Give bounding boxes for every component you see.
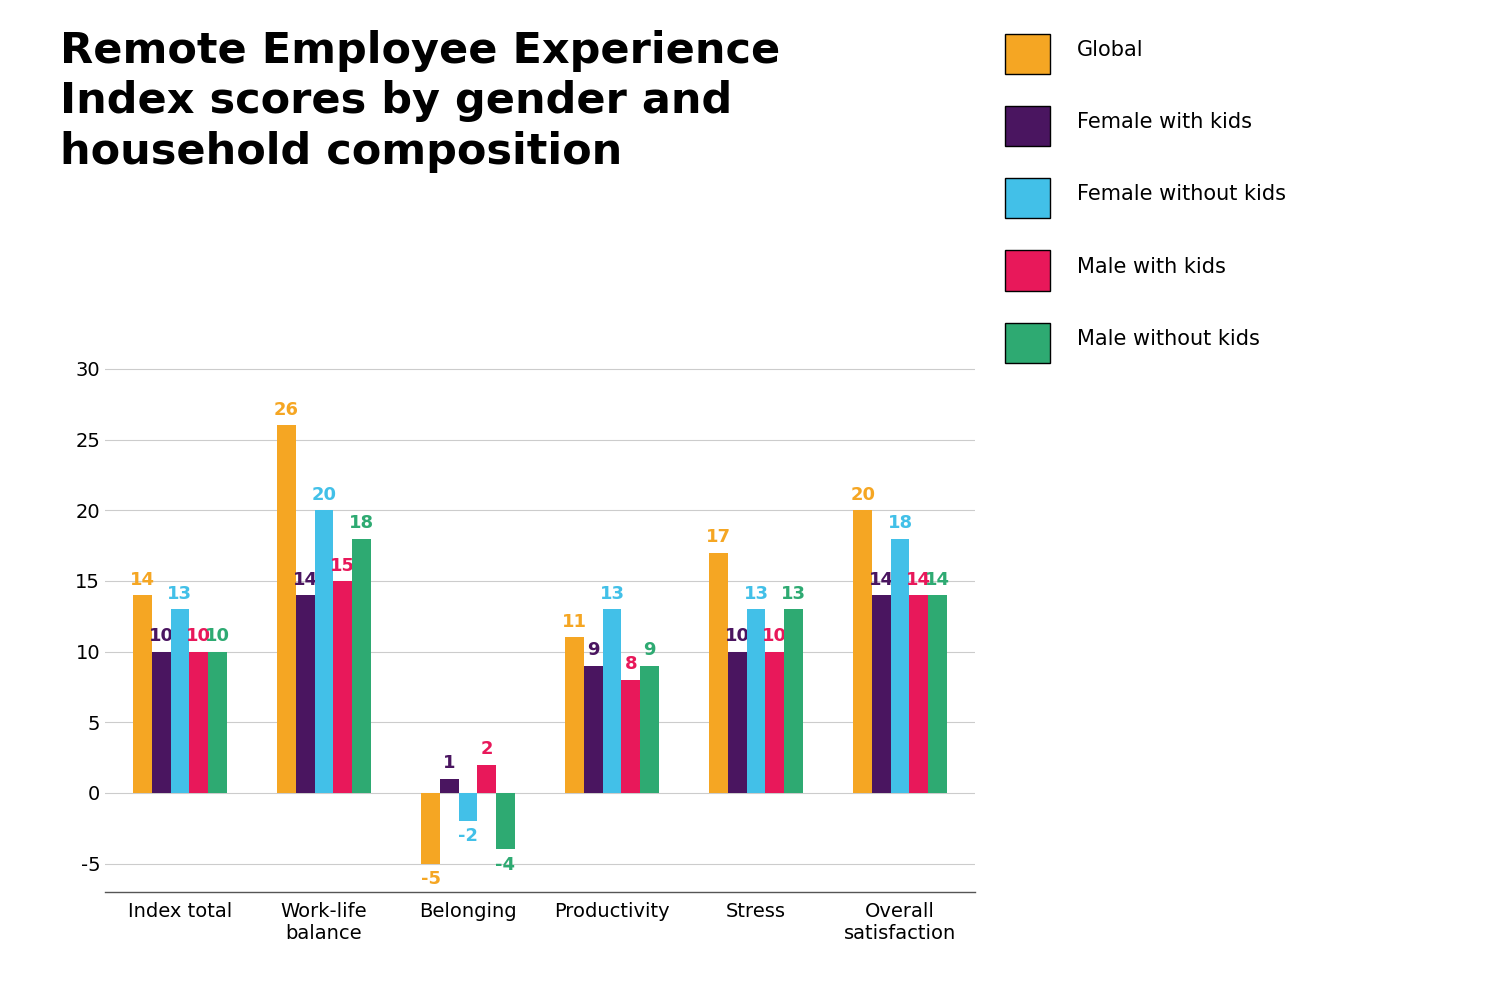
Text: 13: 13 <box>744 585 768 603</box>
Text: 20: 20 <box>850 486 874 504</box>
Bar <box>189 651 209 793</box>
Text: Global: Global <box>1077 40 1143 60</box>
FancyBboxPatch shape <box>1005 178 1050 218</box>
Text: 26: 26 <box>274 401 298 419</box>
Bar <box>621 679 640 793</box>
Text: 13: 13 <box>600 585 624 603</box>
Bar <box>710 553 728 793</box>
Text: 14: 14 <box>868 571 894 589</box>
Bar <box>296 595 315 793</box>
Text: Male with kids: Male with kids <box>1077 257 1226 277</box>
Bar <box>728 651 747 793</box>
Text: 13: 13 <box>168 585 192 603</box>
Bar <box>315 510 333 793</box>
Text: 14: 14 <box>292 571 318 589</box>
Bar <box>640 665 658 793</box>
Text: Male without kids: Male without kids <box>1077 329 1260 349</box>
Text: 18: 18 <box>350 514 374 532</box>
Bar <box>352 538 370 793</box>
Text: -2: -2 <box>458 828 478 846</box>
Text: 10: 10 <box>762 627 788 645</box>
Text: Female with kids: Female with kids <box>1077 112 1252 132</box>
Text: 20: 20 <box>312 486 336 504</box>
Bar <box>603 609 621 793</box>
FancyBboxPatch shape <box>1005 250 1050 291</box>
Text: 10: 10 <box>148 627 174 645</box>
Bar <box>871 595 891 793</box>
Bar <box>853 510 871 793</box>
Text: 10: 10 <box>206 627 230 645</box>
Bar <box>278 426 296 793</box>
Bar <box>566 637 584 793</box>
Bar <box>459 793 477 821</box>
Text: 1: 1 <box>442 755 456 773</box>
Bar <box>422 793 440 864</box>
Text: 10: 10 <box>186 627 211 645</box>
Bar <box>134 595 152 793</box>
Text: 18: 18 <box>888 514 912 532</box>
Text: 14: 14 <box>130 571 154 589</box>
Bar <box>152 651 171 793</box>
Bar <box>209 651 226 793</box>
Bar <box>784 609 802 793</box>
Text: -4: -4 <box>495 856 516 874</box>
Bar <box>765 651 784 793</box>
FancyBboxPatch shape <box>1005 34 1050 74</box>
FancyBboxPatch shape <box>1005 323 1050 363</box>
Text: 8: 8 <box>624 655 638 673</box>
Text: Remote Employee Experience
Index scores by gender and
household composition: Remote Employee Experience Index scores … <box>60 30 780 172</box>
Text: 14: 14 <box>906 571 932 589</box>
Bar <box>891 538 909 793</box>
Text: -5: -5 <box>420 870 441 888</box>
Bar <box>747 609 765 793</box>
Text: 9: 9 <box>586 641 600 659</box>
Text: 17: 17 <box>706 528 730 546</box>
Bar <box>496 793 514 850</box>
Text: 14: 14 <box>926 571 950 589</box>
Bar <box>171 609 189 793</box>
Text: 9: 9 <box>644 641 656 659</box>
Text: Female without kids: Female without kids <box>1077 184 1286 204</box>
Bar <box>440 779 459 793</box>
Text: 11: 11 <box>562 613 586 631</box>
Text: 10: 10 <box>724 627 750 645</box>
Text: 13: 13 <box>782 585 806 603</box>
Bar <box>477 765 496 793</box>
Bar <box>909 595 928 793</box>
Text: 2: 2 <box>480 740 494 759</box>
FancyBboxPatch shape <box>1005 106 1050 146</box>
Bar <box>333 581 352 793</box>
Text: 15: 15 <box>330 556 356 574</box>
Bar <box>584 665 603 793</box>
Bar <box>928 595 946 793</box>
